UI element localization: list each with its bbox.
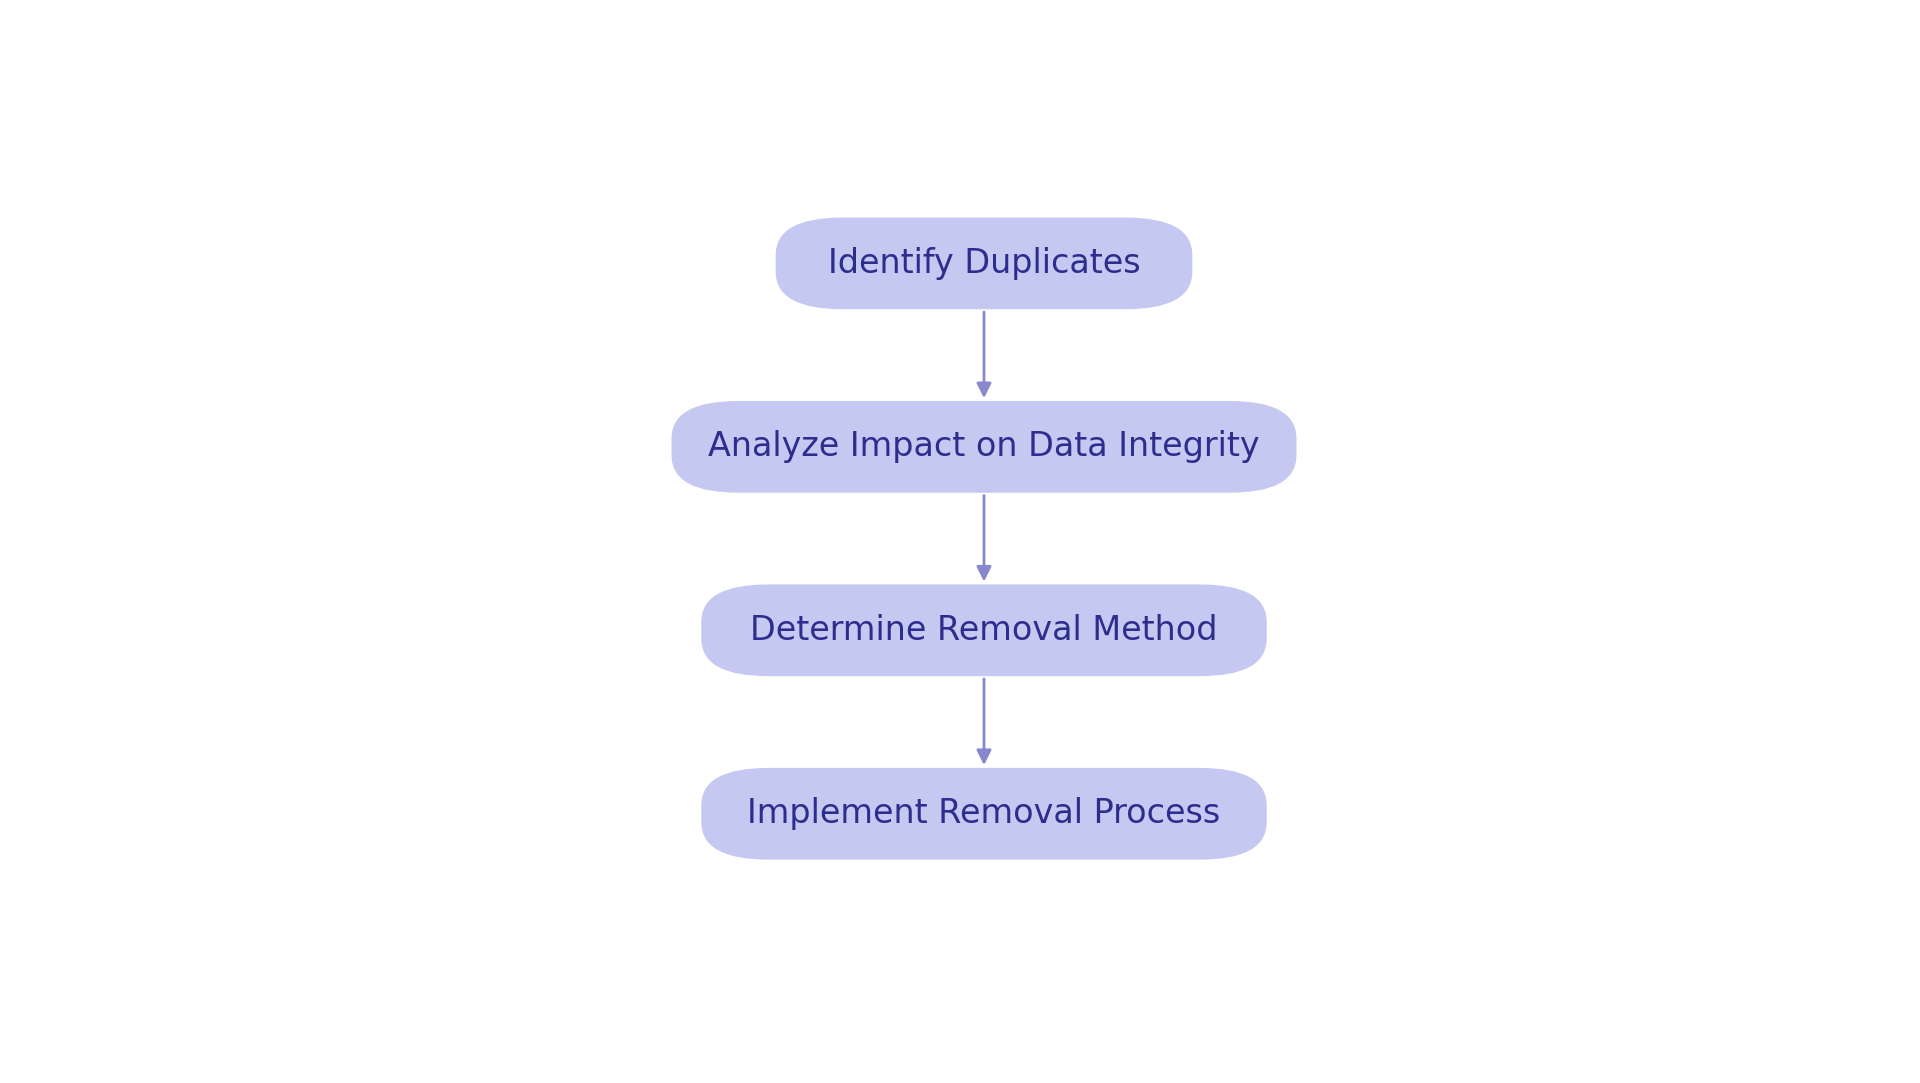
FancyBboxPatch shape	[701, 768, 1267, 860]
FancyBboxPatch shape	[776, 218, 1192, 310]
FancyBboxPatch shape	[701, 585, 1267, 676]
Text: Analyze Impact on Data Integrity: Analyze Impact on Data Integrity	[708, 430, 1260, 464]
Text: Implement Removal Process: Implement Removal Process	[747, 797, 1221, 831]
Text: Identify Duplicates: Identify Duplicates	[828, 247, 1140, 279]
Text: Determine Removal Method: Determine Removal Method	[751, 614, 1217, 647]
FancyBboxPatch shape	[672, 401, 1296, 493]
